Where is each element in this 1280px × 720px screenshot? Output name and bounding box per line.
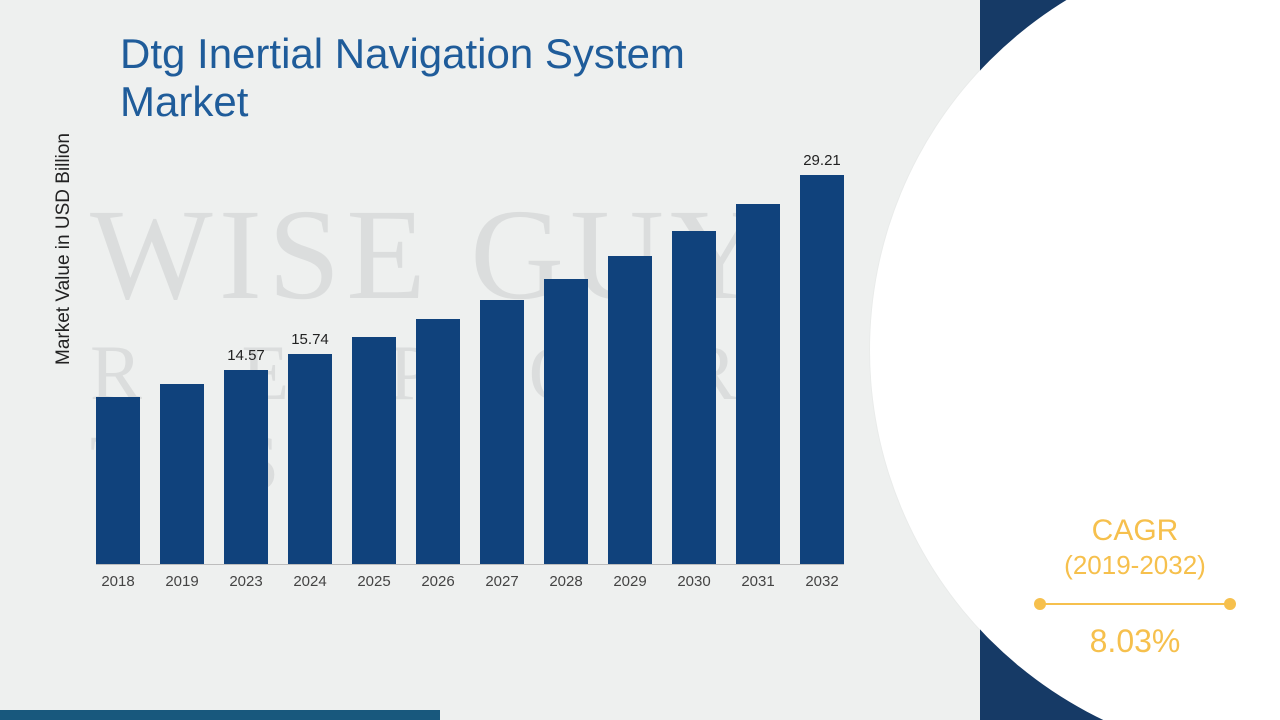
x-tick-label: 2026: [416, 573, 460, 590]
bar-column: 2027: [480, 300, 524, 564]
x-tick-label: 2024: [288, 573, 332, 590]
bar-column: 15.742024: [288, 331, 332, 564]
cagr-box: CAGR (2019-2032) 8.03%: [1030, 514, 1240, 660]
x-tick-label: 2032: [800, 573, 844, 590]
bar: [160, 384, 204, 564]
x-tick-label: 2028: [544, 573, 588, 590]
chart-area: Market Value in USD Billion 2018201914.5…: [50, 165, 880, 595]
bar-value-label: 15.74: [291, 331, 329, 348]
x-tick-label: 2018: [96, 573, 140, 590]
x-tick-label: 2030: [672, 573, 716, 590]
cagr-period: (2019-2032): [1030, 550, 1240, 581]
x-tick-label: 2019: [160, 573, 204, 590]
bar-column: 14.572023: [224, 347, 268, 564]
bar: [96, 397, 140, 564]
bar-column: 2029: [608, 256, 652, 564]
x-tick-label: 2031: [736, 573, 780, 590]
bar-column: 2031: [736, 204, 780, 564]
bar-column: 2028: [544, 279, 588, 564]
bar-column: 2019: [160, 384, 204, 564]
bar-column: 2018: [96, 397, 140, 564]
bottom-accent-bar: [0, 710, 440, 720]
x-tick-label: 2025: [352, 573, 396, 590]
infographic-canvas: WISE GUY R E P O R T S Dtg Inertial Navi…: [0, 0, 1280, 720]
bar-column: 2026: [416, 319, 460, 564]
cagr-value: 8.03%: [1030, 623, 1240, 660]
y-axis-label: Market Value in USD Billion: [53, 133, 75, 365]
cagr-label: CAGR: [1030, 514, 1240, 548]
bar-column: 2030: [672, 231, 716, 564]
x-tick-label: 2027: [480, 573, 524, 590]
x-tick-label: 2023: [224, 573, 268, 590]
bar-value-label: 14.57: [227, 347, 265, 364]
bar: [672, 231, 716, 564]
brain-head-icon: [1166, 60, 1226, 150]
bar: [608, 256, 652, 564]
x-tick-label: 2029: [608, 573, 652, 590]
bar-value-label: 29.21: [803, 152, 841, 169]
bar: [288, 354, 332, 564]
bar: [800, 175, 844, 564]
bar: [416, 319, 460, 564]
bar: [480, 300, 524, 564]
bar: [352, 337, 396, 564]
bar-column: 29.212032: [800, 152, 844, 564]
plot-area: 2018 2019 14.572023 15.742024 2025 2026 2027 20…: [96, 165, 844, 565]
bar-column: 2025: [352, 337, 396, 564]
cagr-divider: [1040, 603, 1230, 605]
bar: [736, 204, 780, 564]
brand-logo: WISE GUY REPORTS: [1053, 38, 1234, 95]
chart-title: Dtg Inertial Navigation System Market: [120, 30, 760, 127]
bar: [224, 370, 268, 564]
bar: [544, 279, 588, 564]
